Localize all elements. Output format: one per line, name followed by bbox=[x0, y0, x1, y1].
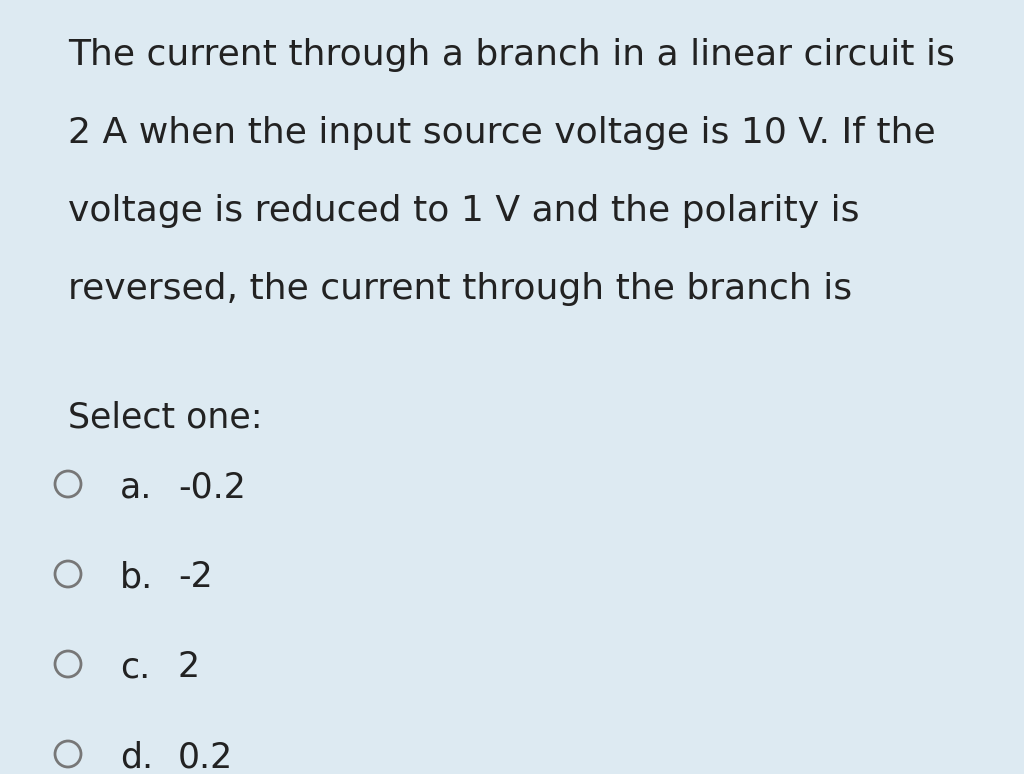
Text: -2: -2 bbox=[178, 560, 213, 594]
Text: reversed, the current through the branch is: reversed, the current through the branch… bbox=[68, 272, 852, 306]
Text: a.: a. bbox=[120, 470, 153, 504]
Text: b.: b. bbox=[120, 560, 154, 594]
Text: Select one:: Select one: bbox=[68, 400, 262, 434]
Text: -0.2: -0.2 bbox=[178, 470, 246, 504]
Text: 2 A when the input source voltage is 10 V. If the: 2 A when the input source voltage is 10 … bbox=[68, 116, 936, 150]
Text: The current through a branch in a linear circuit is: The current through a branch in a linear… bbox=[68, 38, 954, 72]
Text: voltage is reduced to 1 V and the polarity is: voltage is reduced to 1 V and the polari… bbox=[68, 194, 859, 228]
Text: 2: 2 bbox=[178, 650, 200, 684]
Text: c.: c. bbox=[120, 650, 151, 684]
Text: d.: d. bbox=[120, 740, 154, 774]
Text: 0.2: 0.2 bbox=[178, 740, 233, 774]
